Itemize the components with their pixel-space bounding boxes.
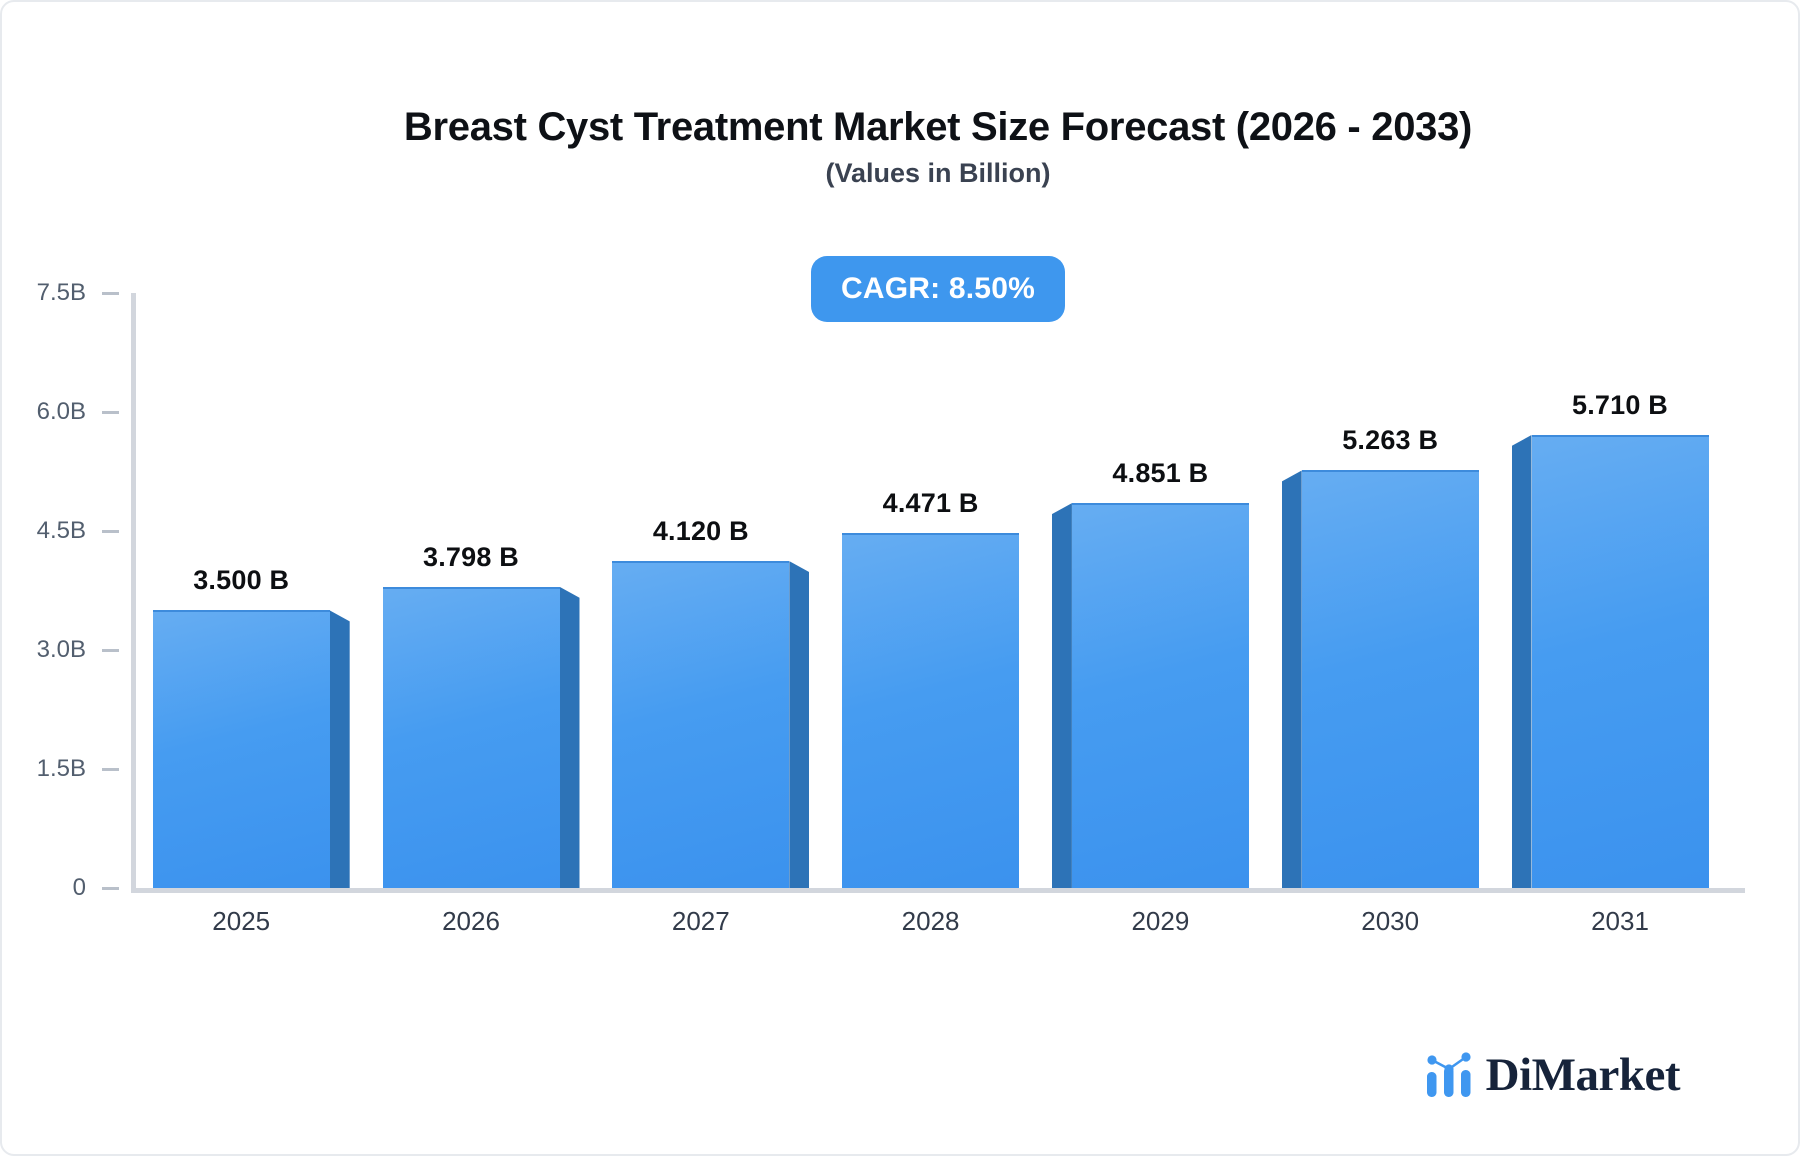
bar-value-label: 5.263 B bbox=[1342, 425, 1439, 456]
bar-value-label: 4.471 B bbox=[882, 488, 979, 519]
bar-3d-side bbox=[329, 610, 350, 888]
chart-title: Breast Cyst Treatment Market Size Foreca… bbox=[403, 105, 1473, 149]
bar-2026[interactable] bbox=[382, 586, 560, 888]
cagr-badge: CAGR: 8.50% bbox=[811, 256, 1065, 322]
y-axis-tick-dash bbox=[102, 291, 119, 295]
y-axis-tick-label: 0 bbox=[72, 874, 86, 901]
y-axis-tick-label: 7.5B bbox=[36, 279, 86, 306]
bar-3d-side bbox=[789, 561, 810, 888]
x-axis-category-label: 2029 bbox=[1131, 906, 1190, 936]
bar-3d-side bbox=[559, 586, 580, 888]
plot-area: 7.5B 6.0B 4.5B 3.0B 1.5B 0 3.500 B 2025 3.798 B 2… bbox=[37, 279, 1745, 936]
bar-2028[interactable] bbox=[842, 533, 1020, 888]
bar-2029[interactable] bbox=[1071, 503, 1249, 888]
y-axis-tick-dash bbox=[102, 886, 119, 890]
bar-2025[interactable] bbox=[152, 610, 330, 888]
bar-3d-side bbox=[1051, 503, 1072, 888]
dimarket-logo: DiMarket bbox=[1423, 1048, 1681, 1102]
y-axis-tick-label: 3.0B bbox=[36, 636, 86, 663]
y-axis-line bbox=[131, 293, 136, 888]
brand-name: DiMarket bbox=[1485, 1049, 1681, 1101]
chart-subtitle: (Values in Billion) bbox=[825, 158, 1051, 188]
x-axis-category-label: 2028 bbox=[901, 906, 960, 936]
bar-2031[interactable] bbox=[1531, 435, 1709, 888]
x-axis-baseline bbox=[131, 888, 1745, 893]
chart-header: Breast Cyst Treatment Market Size Foreca… bbox=[131, 2, 1745, 322]
x-axis-category-label: 2031 bbox=[1591, 906, 1649, 936]
bar-value-label: 4.851 B bbox=[1112, 458, 1209, 489]
bar-value-label: 5.710 B bbox=[1572, 390, 1668, 420]
bar-3d-side bbox=[1511, 435, 1532, 888]
bar-value-label: 3.500 B bbox=[193, 565, 290, 596]
bar-value-label: 4.120 B bbox=[652, 516, 749, 547]
y-axis-tick-label: 6.0B bbox=[36, 398, 86, 425]
bar-2030[interactable] bbox=[1301, 470, 1479, 888]
mini-bar-line-chart-icon bbox=[1426, 1052, 1471, 1097]
y-axis-tick-label: 1.5B bbox=[36, 755, 86, 782]
x-axis-category-label: 2030 bbox=[1361, 906, 1420, 936]
bar-value-label: 3.798 B bbox=[423, 541, 519, 572]
y-axis-tick-dash bbox=[102, 648, 119, 652]
x-axis-category-label: 2026 bbox=[442, 906, 500, 936]
y-axis-tick-dash bbox=[102, 410, 119, 414]
x-axis-category-label: 2027 bbox=[671, 906, 730, 936]
y-axis-tick-label: 4.5B bbox=[36, 517, 86, 544]
y-axis-tick-dash bbox=[102, 529, 119, 533]
bar-3d-side bbox=[1281, 470, 1302, 888]
x-axis-category-label: 2025 bbox=[212, 906, 271, 936]
bar-2027[interactable] bbox=[612, 561, 790, 888]
y-axis-tick-dash bbox=[102, 767, 119, 771]
